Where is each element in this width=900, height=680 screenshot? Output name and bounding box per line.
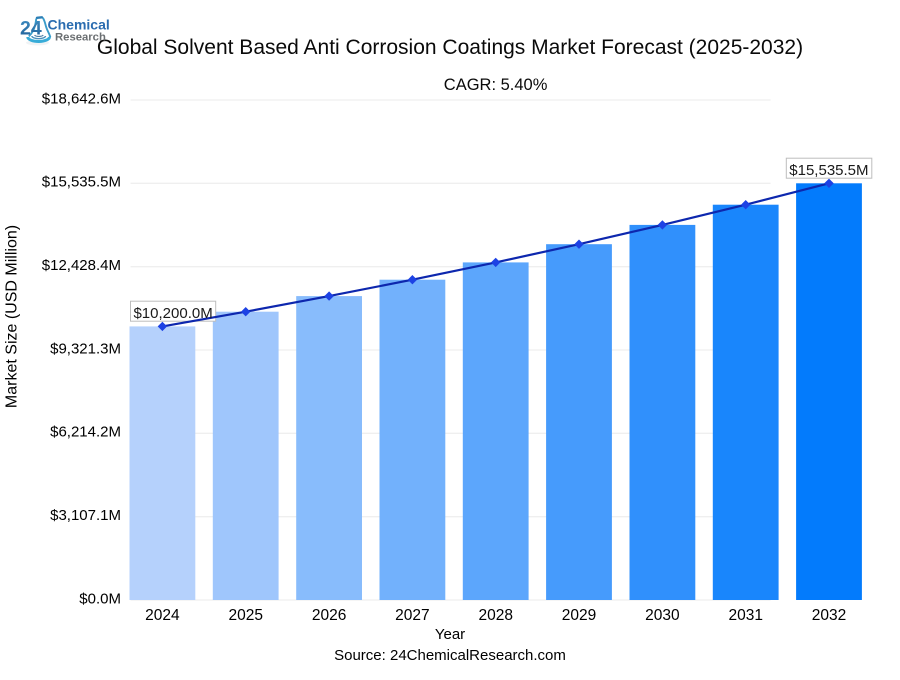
svg-text:Source: 24ChemicalResearch.com: Source: 24ChemicalResearch.com (334, 647, 566, 664)
svg-text:Year: Year (435, 626, 465, 643)
svg-text:CAGR: 5.40%: CAGR: 5.40% (444, 76, 548, 94)
svg-text:2028: 2028 (478, 607, 512, 624)
svg-text:$10,200.0M: $10,200.0M (133, 305, 212, 322)
svg-text:$12,428.4M: $12,428.4M (42, 257, 121, 274)
svg-text:Global Solvent Based Anti Corr: Global Solvent Based Anti Corrosion Coat… (97, 36, 803, 59)
svg-text:$3,107.1M: $3,107.1M (50, 507, 121, 524)
svg-text:$9,321.3M: $9,321.3M (50, 340, 121, 357)
svg-text:Market Size (USD Million): Market Size (USD Million) (4, 225, 21, 408)
svg-text:2032: 2032 (812, 607, 846, 624)
svg-text:$18,642.6M: $18,642.6M (42, 90, 121, 107)
svg-text:2031: 2031 (728, 607, 762, 624)
svg-text:2025: 2025 (228, 607, 262, 624)
svg-text:2026: 2026 (312, 607, 346, 624)
svg-text:Research: Research (55, 32, 106, 44)
svg-text:$15,535.5M: $15,535.5M (789, 162, 868, 179)
svg-text:$0.0M: $0.0M (79, 590, 121, 607)
svg-text:Chemical: Chemical (48, 17, 110, 33)
svg-text:2030: 2030 (645, 607, 680, 624)
svg-text:24: 24 (20, 18, 42, 40)
svg-text:2029: 2029 (562, 607, 596, 624)
svg-text:2027: 2027 (395, 607, 429, 624)
svg-text:2024: 2024 (145, 607, 180, 624)
svg-text:$15,535.5M: $15,535.5M (42, 174, 121, 191)
svg-text:$6,214.2M: $6,214.2M (50, 424, 121, 441)
